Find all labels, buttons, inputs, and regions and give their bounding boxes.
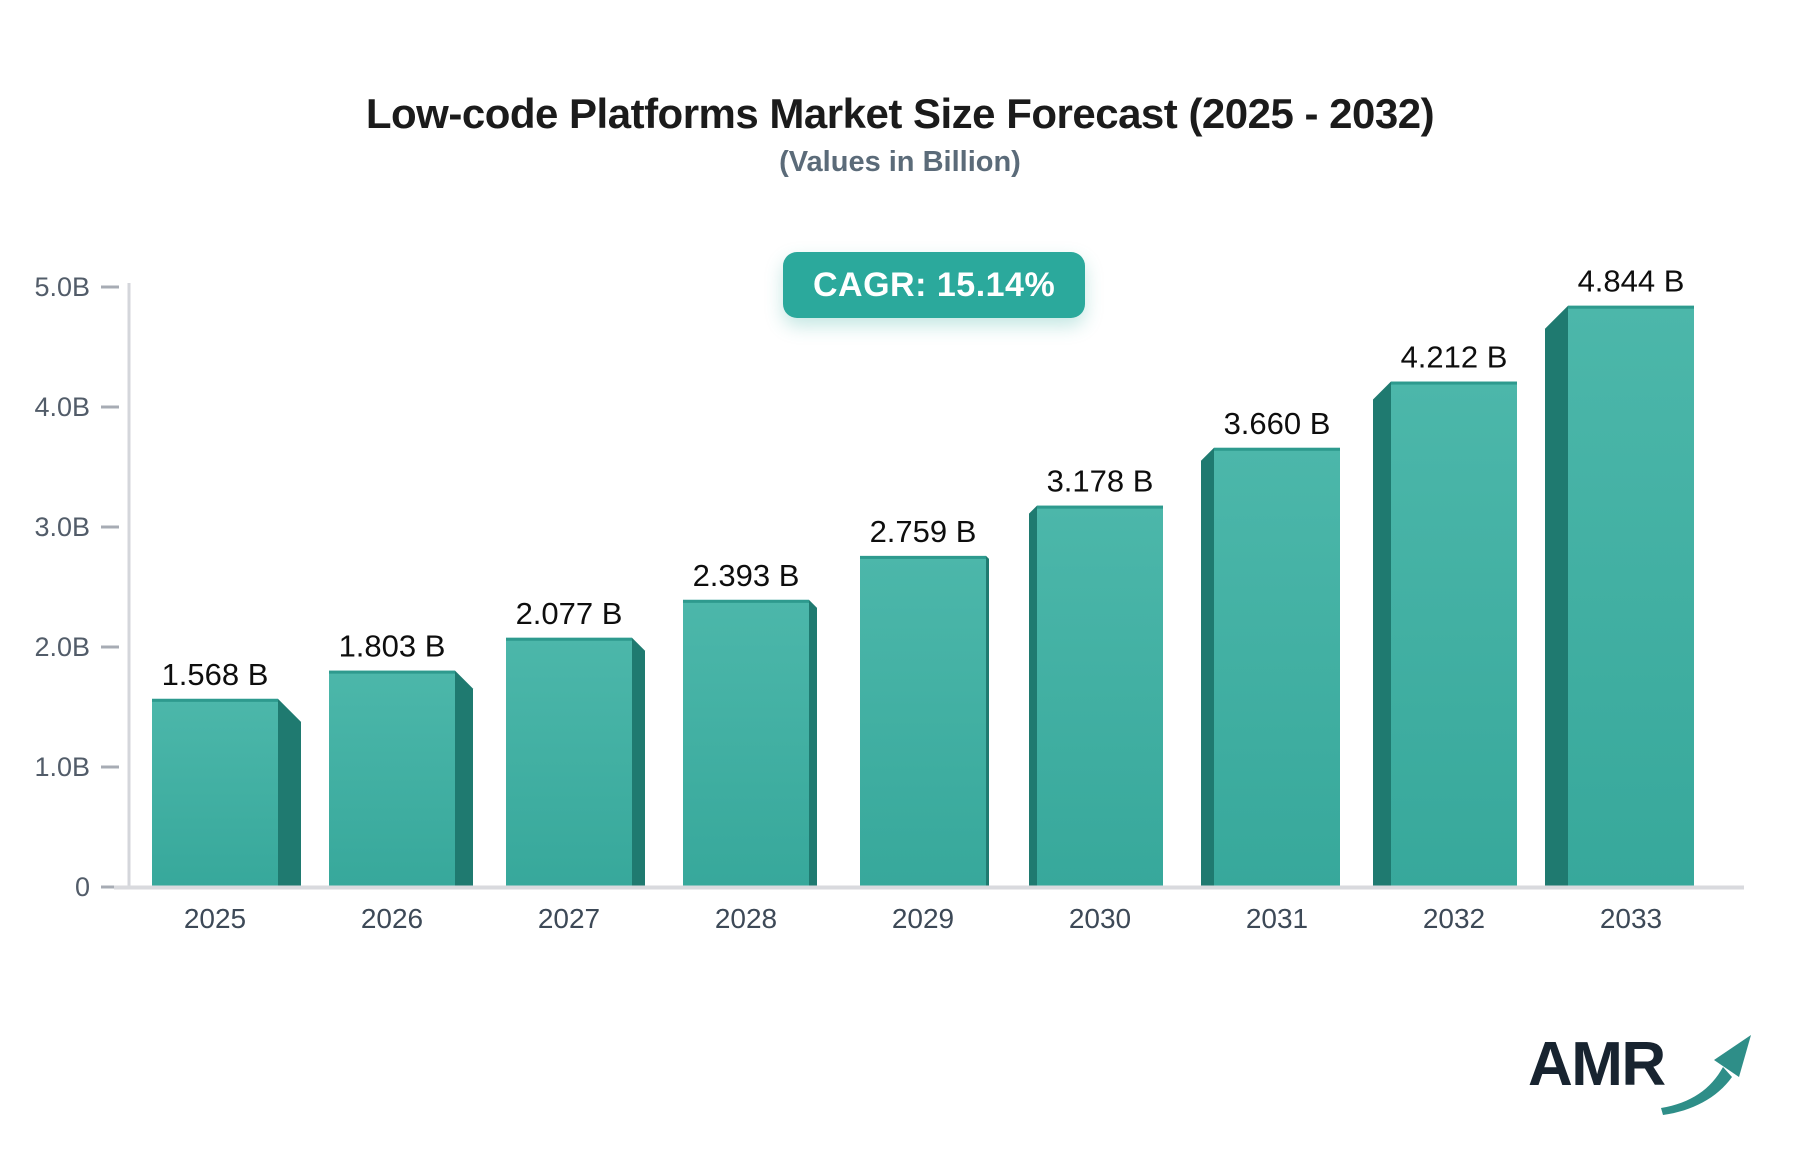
bar xyxy=(1568,305,1694,888)
bar xyxy=(1391,381,1517,887)
x-axis-label: 2031 xyxy=(1246,903,1308,934)
x-axis-label: 2027 xyxy=(538,903,600,934)
bar-side-face xyxy=(1545,305,1568,888)
x-axis-label: 2033 xyxy=(1600,903,1662,934)
amr-logo-text: AMR xyxy=(1528,1030,1666,1099)
x-axis-label: 2025 xyxy=(184,903,246,934)
bar xyxy=(1037,505,1163,887)
bar-side-face xyxy=(986,555,989,887)
bar-value-label: 1.568 B xyxy=(162,657,269,692)
bar xyxy=(329,670,455,887)
bar xyxy=(683,599,809,887)
bar-value-label: 3.660 B xyxy=(1224,406,1331,441)
bar-top-edge xyxy=(152,698,278,702)
bar-value-label: 2.077 B xyxy=(516,596,623,631)
bar-value-label: 4.844 B xyxy=(1578,264,1685,299)
bar-top-edge xyxy=(1568,305,1694,309)
chart-title: Low-code Platforms Market Size Forecast … xyxy=(365,90,1435,137)
chart-subtitle: (Values in Billion) xyxy=(779,146,1021,178)
bar xyxy=(1214,447,1340,887)
amr-logo: AMR xyxy=(1528,1034,1755,1118)
x-axis-label: 2032 xyxy=(1423,903,1485,934)
y-axis-label: 2.0B xyxy=(34,632,90,662)
bar-top-edge xyxy=(329,670,455,674)
bar-value-label: 4.212 B xyxy=(1401,340,1508,375)
y-axis-label: 5.0B xyxy=(34,272,90,302)
bar-value-label: 1.803 B xyxy=(339,629,446,664)
bar-top-edge xyxy=(1037,505,1163,509)
cagr-badge: CAGR: 15.14% xyxy=(783,252,1086,318)
x-axis-label: 2030 xyxy=(1069,903,1131,934)
bar-top-edge xyxy=(506,637,632,641)
bar-side-face xyxy=(278,698,301,887)
bar-side-face xyxy=(1201,447,1214,887)
x-axis-label: 2028 xyxy=(715,903,777,934)
x-axis-label: 2029 xyxy=(892,903,954,934)
y-axis-label: 3.0B xyxy=(34,512,90,542)
bar-side-face xyxy=(1029,505,1037,887)
y-axis-label: 4.0B xyxy=(34,392,90,422)
bar-top-edge xyxy=(1214,447,1340,451)
bar-value-label: 2.393 B xyxy=(693,558,800,593)
bar-value-label: 2.759 B xyxy=(870,514,977,549)
bar-side-face xyxy=(455,670,473,887)
bar xyxy=(860,555,986,887)
bar-side-face xyxy=(632,637,645,887)
bar-side-face xyxy=(809,599,817,887)
bar xyxy=(152,698,278,887)
growth-arrow-icon xyxy=(1660,1035,1751,1115)
bar-top-edge xyxy=(860,555,986,559)
x-axis-label: 2026 xyxy=(361,903,423,934)
bar-top-edge xyxy=(1391,381,1517,385)
bar-top-edge xyxy=(683,599,809,603)
bar-value-label: 3.178 B xyxy=(1047,464,1154,499)
bar-side-face xyxy=(1373,381,1391,887)
y-axis-label: 1.0B xyxy=(34,752,90,782)
bar xyxy=(506,637,632,887)
y-axis-label: 0 xyxy=(75,872,90,902)
